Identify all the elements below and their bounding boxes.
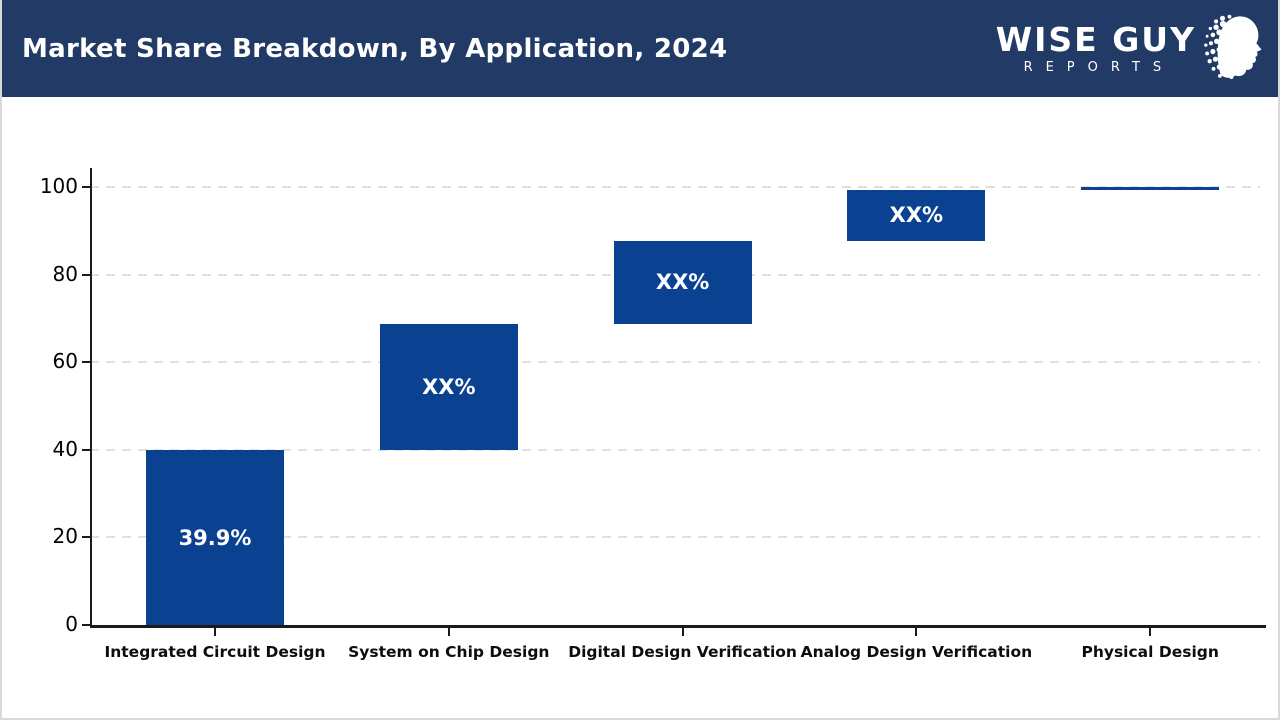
bar (1081, 187, 1220, 190)
x-tick-label: Integrated Circuit Design (104, 643, 326, 661)
bar (613, 240, 752, 324)
header-bar: Market Share Breakdown, By Application, … (2, 0, 1278, 97)
x-tick-label: Analog Design Verification (800, 643, 1033, 661)
gridline (90, 361, 1260, 364)
gridline (90, 536, 1260, 539)
y-axis-line (90, 168, 92, 627)
y-axis-tick (82, 186, 90, 188)
y-axis-tick (82, 624, 90, 626)
x-axis-tick (915, 628, 918, 636)
gridline (90, 448, 1260, 451)
y-tick-label: 60 (52, 349, 78, 374)
bar-value-label: XX% (422, 374, 476, 399)
y-axis-tick (82, 361, 90, 364)
x-axis-tick (447, 628, 450, 636)
wise-guy-reports-logo: WISE GUY REPORTS (996, 12, 1278, 86)
y-tick-label: 0 (65, 612, 78, 636)
y-axis-tick (82, 448, 90, 451)
bar-value-label: XX% (655, 270, 710, 295)
bar (847, 189, 986, 241)
x-axis-tick (1149, 628, 1152, 636)
face-dots-icon (1204, 14, 1262, 79)
x-tick-label: Digital Design Verification (568, 643, 797, 661)
y-axis-tick (82, 536, 90, 539)
x-tick-label: System on Chip Design (348, 643, 550, 661)
bar (146, 450, 284, 625)
logo-brand-text: WISE GUY (995, 20, 1196, 59)
chart-title: Market Share Breakdown, By Application, … (22, 33, 728, 64)
x-axis-tick (214, 628, 216, 636)
y-tick-label: 20 (52, 524, 78, 549)
y-axis-tick (82, 273, 90, 276)
logo-text: WISE GUY REPORTS (996, 23, 1196, 74)
bar (379, 323, 518, 451)
logo-sub-text: REPORTS (1023, 60, 1175, 75)
gridline (90, 186, 1260, 188)
y-tick-label: 100 (39, 174, 78, 198)
y-tick-label: 40 (52, 436, 78, 461)
waterfall-bar-chart: 0 20 40 60 80 100 39.9% XX% XX% XX% Integrated Cir… (2, 97, 1278, 718)
x-axis-line (90, 625, 1266, 628)
bar-value-label: 39.9% (178, 525, 252, 550)
x-axis-tick (681, 628, 684, 636)
bar-value-label: XX% (889, 203, 944, 228)
x-tick-label: Physical Design (1081, 643, 1219, 661)
y-tick-label: 80 (52, 261, 78, 286)
